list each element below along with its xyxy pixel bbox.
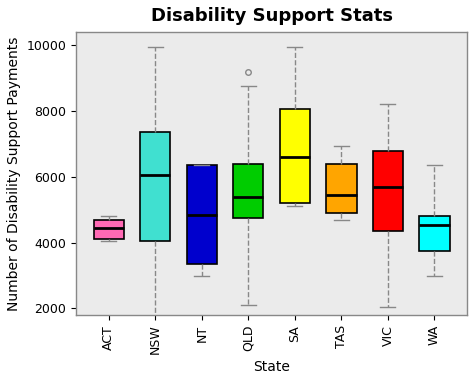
PathPatch shape: [373, 150, 403, 231]
Y-axis label: Number of Disability Support Payments: Number of Disability Support Payments: [7, 36, 21, 311]
PathPatch shape: [140, 133, 170, 241]
PathPatch shape: [326, 164, 356, 213]
PathPatch shape: [280, 109, 310, 203]
Title: Disability Support Stats: Disability Support Stats: [151, 7, 392, 25]
PathPatch shape: [419, 216, 450, 251]
PathPatch shape: [93, 219, 124, 239]
X-axis label: State: State: [253, 360, 290, 374]
PathPatch shape: [233, 164, 264, 218]
PathPatch shape: [187, 165, 217, 264]
